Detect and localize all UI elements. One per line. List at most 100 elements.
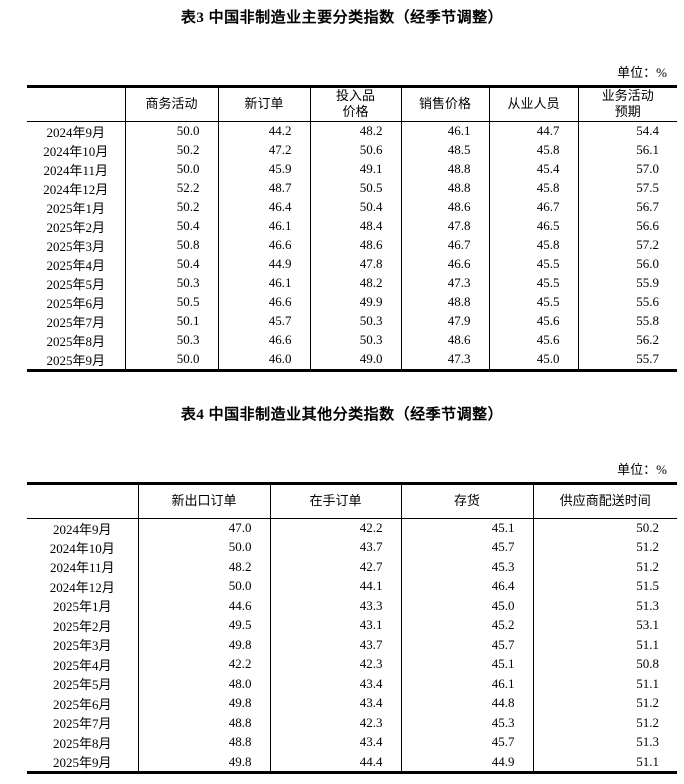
table-row: 2024年9月 50.0 44.2 48.2 46.1 44.7 54.4 <box>27 121 677 141</box>
value-cell: 42.3 <box>269 713 401 733</box>
month-cell: 2025年1月 <box>46 200 105 216</box>
value-cell: 45.3 <box>400 713 533 733</box>
value-cell: 42.3 <box>269 654 401 674</box>
value-cell: 47.8 <box>309 254 401 274</box>
value-cell: 45.8 <box>488 140 578 160</box>
value-cell: 50.3 <box>124 330 218 350</box>
value-cell: 45.7 <box>400 732 533 752</box>
table4-unit-label: 单位：% <box>617 461 667 477</box>
value-cell: 49.1 <box>309 159 401 179</box>
value-cell: 56.1 <box>577 140 677 160</box>
value-cell: 50.8 <box>532 654 677 674</box>
value-cell: 56.6 <box>577 216 677 236</box>
table-row: 2025年7月 50.1 45.7 50.3 47.9 45.6 55.8 <box>27 311 677 331</box>
value-cell: 50.8 <box>124 235 218 255</box>
value-cell: 46.7 <box>400 235 489 255</box>
month-cell: 2025年1月 <box>52 599 112 615</box>
value-cell: 45.0 <box>400 596 533 616</box>
value-cell: 50.0 <box>124 159 218 179</box>
table3-header-row: 商务活动 新订单 投入品 价格 销售价格 从业人员 业务活动 预期 <box>27 86 677 122</box>
value-cell: 45.5 <box>488 273 578 293</box>
month-cell: 2025年9月 <box>52 755 112 770</box>
value-cell: 45.0 <box>488 349 578 370</box>
table3-body: 2024年9月 50.0 44.2 48.2 46.1 44.7 54.4 2024年10月 5… <box>27 121 677 370</box>
month-cell: 2024年9月 <box>52 521 112 537</box>
value-cell: 46.6 <box>217 235 310 255</box>
value-cell: 45.7 <box>400 635 533 655</box>
value-cell: 48.8 <box>400 292 489 312</box>
value-cell: 51.3 <box>532 732 677 752</box>
table-row: 2025年1月 50.2 46.4 50.4 48.6 46.7 56.7 <box>27 197 677 217</box>
month-cell: 2024年12月 <box>49 579 115 595</box>
column-header-new-orders: 新订单 <box>217 86 310 121</box>
value-cell: 57.5 <box>577 178 677 198</box>
value-cell: 48.0 <box>137 674 270 694</box>
value-cell: 45.6 <box>488 311 578 331</box>
value-cell: 50.3 <box>124 273 218 293</box>
value-cell: 48.6 <box>400 330 489 350</box>
value-cell: 51.5 <box>532 576 677 596</box>
column-header-new-export-orders: 新出口订单 <box>137 483 270 518</box>
value-cell: 48.8 <box>400 159 489 179</box>
value-cell: 44.7 <box>488 121 578 141</box>
value-cell: 51.1 <box>532 752 677 773</box>
value-cell: 46.7 <box>488 197 578 217</box>
value-cell: 50.5 <box>124 292 218 312</box>
table-row: 2025年3月 50.8 46.6 48.6 46.7 45.8 57.2 <box>27 235 677 255</box>
value-cell: 44.1 <box>269 576 401 596</box>
month-cell: 2024年10月 <box>49 540 115 556</box>
value-cell: 50.2 <box>532 518 677 538</box>
value-cell: 50.0 <box>124 349 218 370</box>
value-cell: 45.4 <box>488 159 578 179</box>
value-cell: 48.7 <box>217 178 310 198</box>
value-cell: 43.4 <box>269 674 401 694</box>
value-cell: 48.8 <box>137 732 270 752</box>
value-cell: 44.9 <box>400 752 533 773</box>
table-row: 2025年4月 50.4 44.9 47.8 46.6 45.5 56.0 <box>27 254 677 274</box>
value-cell: 55.9 <box>577 273 677 293</box>
table3-title: 表3 中国非制造业主要分类指数（经季节调整） <box>180 10 504 26</box>
table4-other-category-indices: 新出口订单 在手订单 存货 供应商配送时间 2024年9月 47.0 42.2 45.… <box>27 481 677 774</box>
value-cell: 46.4 <box>217 197 310 217</box>
table3-main-category-indices: 商务活动 新订单 投入品 价格 销售价格 从业人员 业务活动 预期 2024年9… <box>27 85 677 372</box>
value-cell: 50.2 <box>124 197 218 217</box>
value-cell: 55.7 <box>577 349 677 370</box>
value-cell: 48.2 <box>137 557 270 577</box>
value-cell: 45.2 <box>400 615 533 635</box>
value-cell: 50.4 <box>309 197 401 217</box>
table-row: 2024年10月 50.2 47.2 50.6 48.5 45.8 56.1 <box>27 140 677 160</box>
value-cell: 47.9 <box>400 311 489 331</box>
value-cell: 43.4 <box>269 693 401 713</box>
value-cell: 46.6 <box>400 254 489 274</box>
value-cell: 45.5 <box>488 254 578 274</box>
value-cell: 43.1 <box>269 615 401 635</box>
table-row: 2024年12月 52.2 48.7 50.5 48.8 45.8 57.5 <box>27 178 677 198</box>
table-row: 2024年10月 50.0 43.7 45.7 51.2 <box>27 537 677 557</box>
value-cell: 44.9 <box>217 254 310 274</box>
month-cell: 2025年5月 <box>52 677 112 693</box>
value-cell: 51.2 <box>532 713 677 733</box>
table-row: 2025年6月 50.5 46.6 49.9 48.8 45.5 55.6 <box>27 292 677 312</box>
table4-body: 2024年9月 47.0 42.2 45.1 50.2 2024年10月 50.0 43.7 4… <box>27 518 677 773</box>
value-cell: 55.6 <box>577 292 677 312</box>
value-cell: 48.8 <box>400 178 489 198</box>
value-cell: 45.3 <box>400 557 533 577</box>
value-cell: 48.2 <box>309 121 401 141</box>
value-cell: 46.1 <box>217 216 310 236</box>
value-cell: 46.0 <box>217 349 310 370</box>
value-cell: 44.2 <box>217 121 310 141</box>
value-cell: 48.6 <box>400 197 489 217</box>
month-cell: 2025年3月 <box>52 638 112 654</box>
table-row: 2025年9月 50.0 46.0 49.0 47.3 45.0 55.7 <box>27 349 677 370</box>
value-cell: 43.3 <box>269 596 401 616</box>
column-header-blank <box>27 87 125 122</box>
month-cell: 2025年7月 <box>46 314 105 330</box>
table-row: 2025年8月 50.3 46.6 50.3 48.6 45.6 56.2 <box>27 330 677 350</box>
value-cell: 50.3 <box>309 311 401 331</box>
value-cell: 45.5 <box>488 292 578 312</box>
value-cell: 47.0 <box>137 518 270 538</box>
month-cell: 2025年4月 <box>46 257 105 273</box>
value-cell: 49.0 <box>309 349 401 370</box>
value-cell: 45.7 <box>217 311 310 331</box>
column-header-selling-prices: 销售价格 <box>400 86 489 121</box>
